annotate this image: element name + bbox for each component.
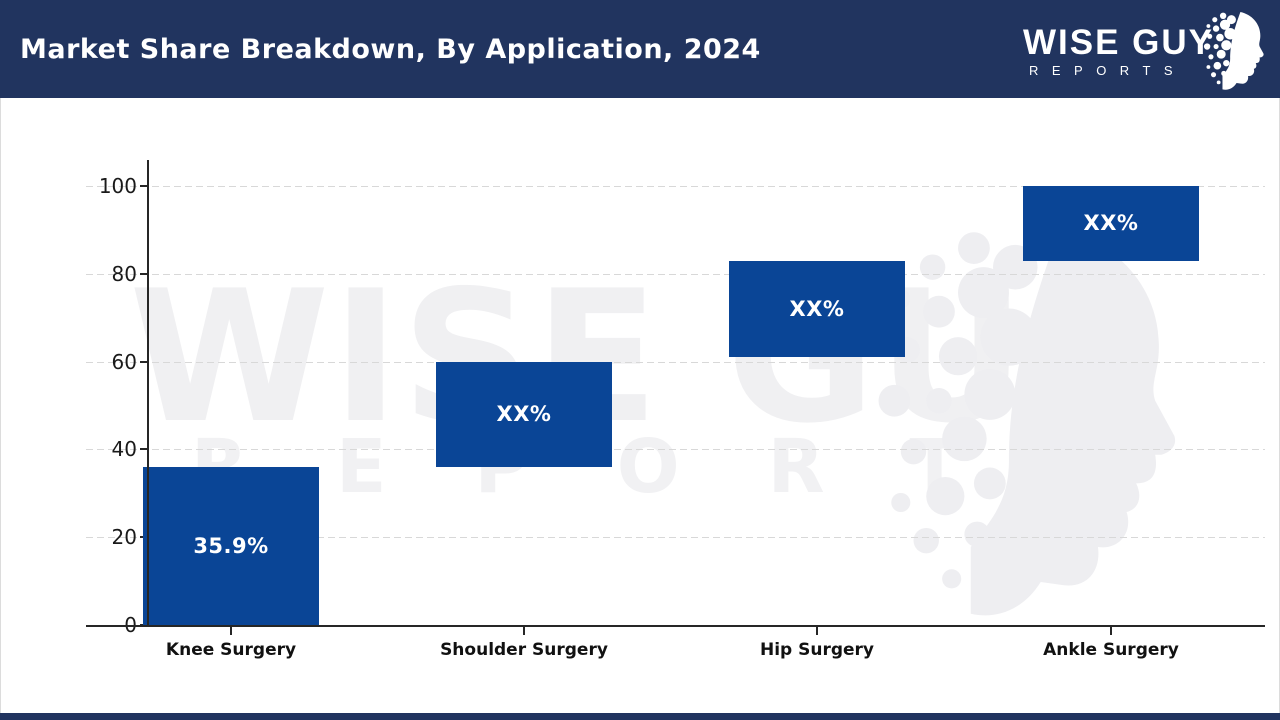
y-axis-line <box>147 160 149 627</box>
gridline <box>86 537 1265 539</box>
y-axis-tick-label: 40 <box>111 437 137 462</box>
x-axis-category-label: Knee Surgery <box>165 640 297 660</box>
header: Market Share Breakdown, By Application, … <box>0 0 1280 98</box>
footer-bar <box>0 713 1280 720</box>
x-axis-category-label: Shoulder Surgery <box>440 640 608 660</box>
logo-wordmark-line2: REPORTS <box>1028 63 1187 78</box>
page-title: Market Share Breakdown, By Application, … <box>20 33 761 65</box>
bar-segment: 35.9% <box>143 467 319 625</box>
x-axis-line <box>86 625 1265 627</box>
y-axis-tick-label: 80 <box>111 261 137 286</box>
wise-guy-logo: WISE GUY REPORTS <box>1023 9 1266 93</box>
chart-area: WISE GU REPORTS 02040608010035.9%XX%XX%X… <box>0 98 1280 713</box>
logo-wordmark: WISE GUY REPORTS <box>1023 25 1214 77</box>
y-axis-tick-label: 60 <box>111 349 137 374</box>
y-axis-tick-label: 100 <box>98 174 137 198</box>
logo-wordmark-line1: WISE GUY <box>1022 23 1214 62</box>
gridline <box>86 186 1265 187</box>
gridline <box>86 361 1265 363</box>
y-axis-tick <box>140 448 148 451</box>
bar-value-label: XX% <box>1083 211 1139 236</box>
y-axis-tick <box>140 360 148 363</box>
bar-value-label: 35.9% <box>193 534 269 559</box>
bar-segment: XX% <box>1023 186 1199 261</box>
x-axis-tick <box>816 627 818 635</box>
logo-head-icon <box>1203 11 1264 90</box>
gridline <box>86 449 1265 451</box>
x-axis-tick <box>1110 627 1112 635</box>
y-axis-tick <box>140 272 148 275</box>
waterfall-chart: 02040608010035.9%XX%XX%XX%Knee SurgerySh… <box>1 98 1279 713</box>
y-axis-tick <box>140 185 148 187</box>
x-axis-tick <box>523 627 525 635</box>
gridline <box>86 273 1265 275</box>
bar-value-label: XX% <box>789 296 845 321</box>
bar-segment: XX% <box>436 361 612 467</box>
bar-value-label: XX% <box>496 402 552 427</box>
x-axis-category-label: Ankle Surgery <box>1043 640 1179 660</box>
x-axis-category-label: Hip Surgery <box>759 640 875 660</box>
bar-segment: XX% <box>729 260 905 358</box>
y-axis-tick-label: 20 <box>111 525 137 550</box>
x-axis-tick <box>230 627 232 635</box>
